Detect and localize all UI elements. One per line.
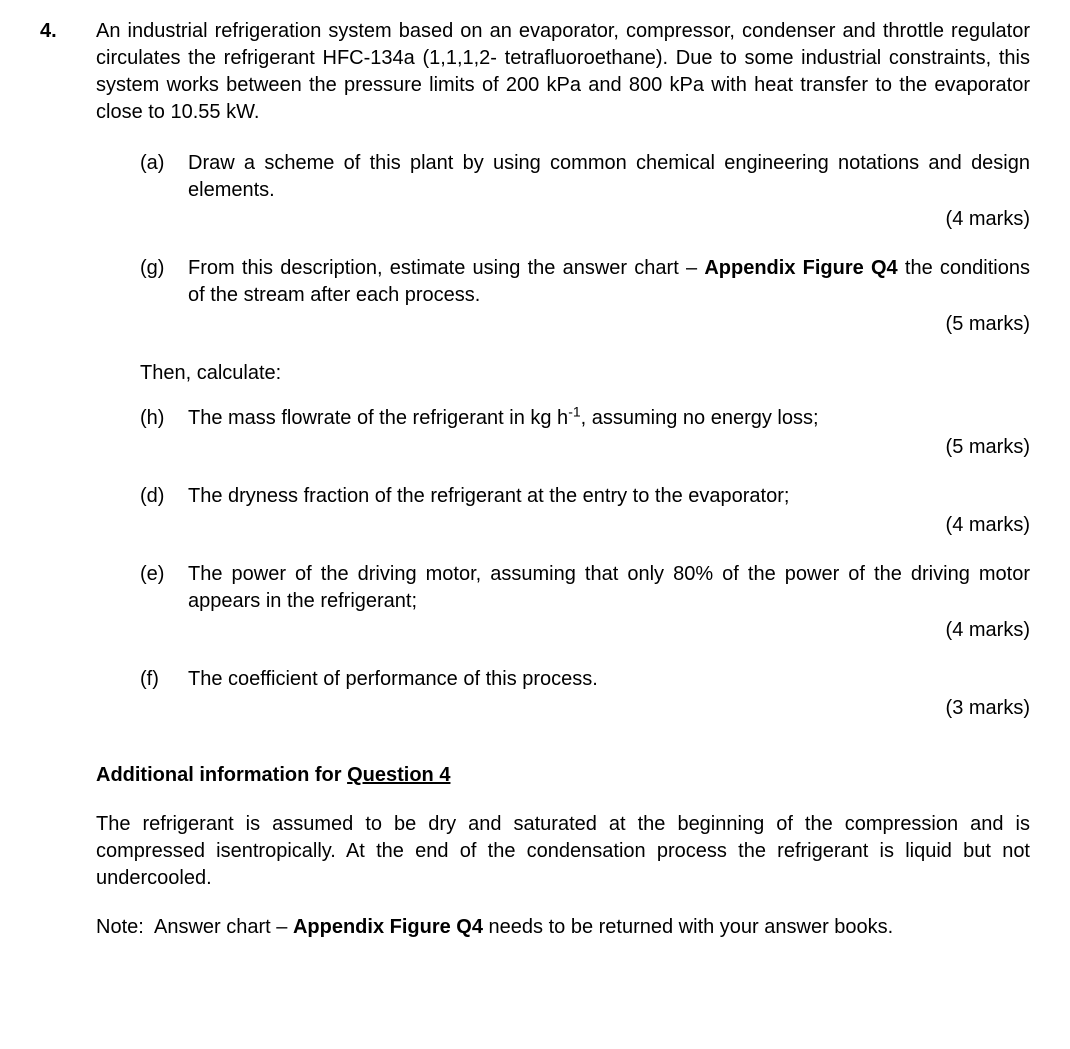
subpart-e: (e) The power of the driving motor, assu… [140,561,1030,615]
subpart-a-marks: (4 marks) [140,206,1030,233]
subpart-d-marks: (4 marks) [140,512,1030,539]
subpart-label: (h) [140,405,188,432]
subpart-text: The dryness fraction of the refrigerant … [188,483,1030,510]
subpart-label: (a) [140,150,188,177]
subpart-label: (f) [140,666,188,693]
note-row: Note: Answer chart – Appendix Figure Q4 … [96,914,1030,941]
subpart-text-post: , assuming no energy loss; [581,407,819,429]
question-body: An industrial refrigeration system based… [96,18,1030,941]
note-pre: Answer chart – [154,916,293,938]
question-row: 4. An industrial refrigeration system ba… [40,18,1030,941]
then-calculate-line: Then, calculate: [140,360,1030,387]
subparts-container: (a) Draw a scheme of this plant by using… [96,150,1030,722]
note-appendix-ref: Appendix Figure Q4 [293,916,483,938]
subpart-h-marks: (5 marks) [140,434,1030,461]
subpart-text: Draw a scheme of this plant by using com… [188,150,1030,204]
additional-info-paragraph: The refrigerant is assumed to be dry and… [96,811,1030,892]
additional-info-heading: Additional information for Question 4 [96,762,1030,789]
subpart-text-pre: From this description, estimate using th… [188,257,704,279]
question-number: 4. [40,18,96,45]
subpart-g: (g) From this description, estimate usin… [140,255,1030,309]
appendix-ref: Appendix Figure Q4 [704,257,897,279]
subpart-label: (d) [140,483,188,510]
question-intro: An industrial refrigeration system based… [96,18,1030,126]
subpart-text: The coefficient of performance of this p… [188,666,1030,693]
subpart-f: (f) The coefficient of performance of th… [140,666,1030,693]
note-post: needs to be returned with your answer bo… [483,916,893,938]
subpart-d: (d) The dryness fraction of the refriger… [140,483,1030,510]
superscript-minus-one: -1 [568,403,580,419]
subpart-h: (h) The mass flowrate of the refrigerant… [140,405,1030,432]
subpart-label: (e) [140,561,188,588]
subpart-f-marks: (3 marks) [140,695,1030,722]
subpart-a: (a) Draw a scheme of this plant by using… [140,150,1030,204]
note-label: Note: [96,914,154,941]
additional-heading-underline: Question 4 [347,764,450,786]
subpart-e-marks: (4 marks) [140,617,1030,644]
note-text: Answer chart – Appendix Figure Q4 needs … [154,914,1030,941]
subpart-text: The mass flowrate of the refrigerant in … [188,405,1030,432]
subpart-g-marks: (5 marks) [140,311,1030,338]
subpart-label: (g) [140,255,188,282]
additional-heading-pre: Additional information for [96,764,347,786]
subpart-text: The power of the driving motor, assuming… [188,561,1030,615]
subpart-text: From this description, estimate using th… [188,255,1030,309]
subpart-text-pre: The mass flowrate of the refrigerant in … [188,407,568,429]
exam-question-page: 4. An industrial refrigeration system ba… [0,0,1070,1049]
